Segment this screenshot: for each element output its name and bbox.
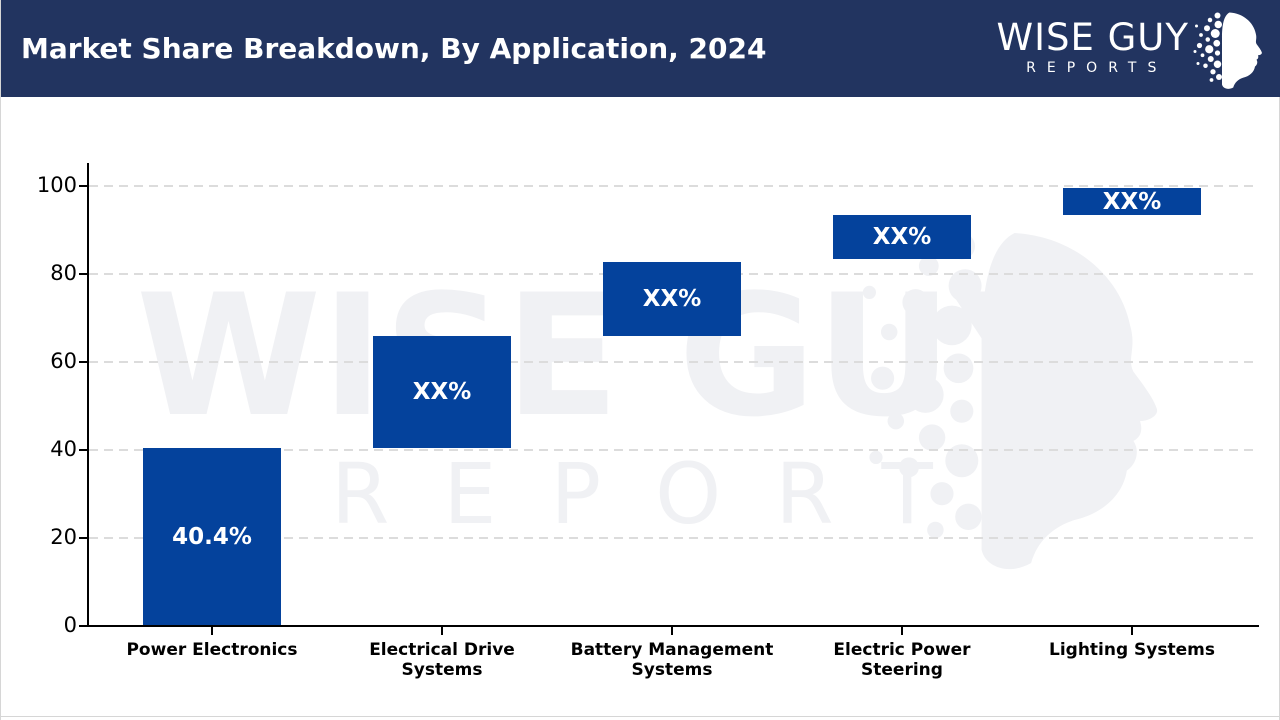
category-label-line: Power Electronics (126, 640, 298, 660)
header-bar: Market Share Breakdown, By Application, … (1, 0, 1280, 97)
plot-area: 0 20 40 60 80 100 40.4% XX% XX% XX% XX% Power Elect… (1, 97, 1280, 720)
gridline-60 (89, 361, 1257, 363)
category-label-line: Electric Power (833, 640, 971, 660)
bar-value-label: XX% (1102, 188, 1162, 215)
y-tick-label-20: 20 (50, 525, 77, 549)
category-label-line: Lighting Systems (1048, 640, 1215, 660)
y-tick-label-80: 80 (50, 261, 77, 285)
bar-4: XX% (833, 215, 971, 260)
gridline-40 (89, 449, 1257, 451)
bar-value-label: XX% (642, 285, 702, 312)
y-tick-label-0: 0 (63, 613, 77, 637)
gridline-100 (89, 185, 1257, 187)
y-tick-40 (79, 449, 87, 451)
category-label-3: Battery Management Systems (557, 640, 787, 680)
x-tick-1 (211, 627, 213, 635)
x-tick-4 (901, 627, 903, 635)
bar-value-label: 40.4% (172, 524, 252, 551)
y-axis-line (87, 163, 89, 627)
y-tick-60 (79, 361, 87, 363)
bar-value-label: XX% (872, 224, 932, 251)
y-tick-label-40: 40 (50, 437, 77, 461)
y-tick-0 (79, 625, 87, 627)
x-tick-3 (671, 627, 673, 635)
category-label-2: Electrical Drive Systems (327, 640, 557, 680)
category-label-5: Lighting Systems (1017, 640, 1247, 660)
y-tick-100 (79, 185, 87, 187)
x-axis-line (87, 625, 1259, 627)
bar-value-label: XX% (412, 378, 472, 405)
category-label-line: Electrical Drive (369, 640, 515, 660)
page-title: Market Share Breakdown, By Application, … (21, 32, 767, 65)
logo-head-icon (1193, 12, 1262, 89)
bar-5: XX% (1063, 188, 1201, 216)
y-tick-label-60: 60 (50, 349, 77, 373)
y-tick-20 (79, 537, 87, 539)
category-label-line: Steering (861, 660, 943, 681)
y-tick-label-100: 100 (36, 173, 77, 197)
category-label-line: Battery Management (570, 640, 774, 660)
category-label-4: Electric Power Steering (787, 640, 1017, 680)
bottom-border-line (1, 716, 1280, 717)
gridline-20 (89, 537, 1257, 539)
bar-1: 40.4% (143, 448, 281, 626)
y-tick-80 (79, 273, 87, 275)
category-label-1: Power Electronics (97, 640, 327, 660)
category-label-line: Systems (401, 660, 483, 681)
bar-3: XX% (603, 261, 741, 336)
category-label-line: Systems (631, 660, 713, 681)
x-tick-5 (1131, 627, 1133, 635)
logo-brand-text: WISE GUY (996, 16, 1189, 59)
logo-sub-text: REPORTS (1026, 59, 1168, 76)
bar-2: XX% (373, 335, 511, 448)
x-tick-2 (441, 627, 443, 635)
brand-logo: WISE GUY REPORTS (997, 6, 1269, 92)
